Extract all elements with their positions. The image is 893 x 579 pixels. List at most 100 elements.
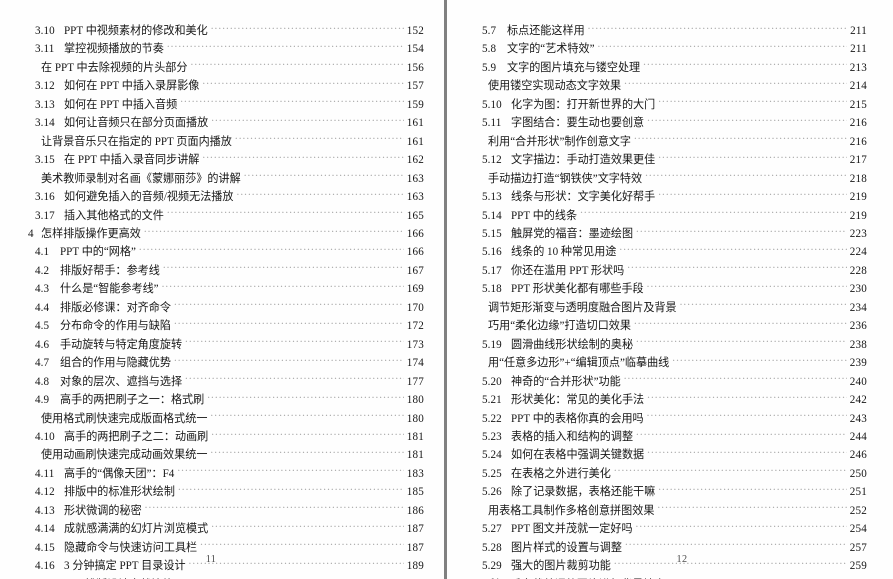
toc-leader-dots [189, 557, 404, 569]
toc-entry[interactable]: 5.29 强大的图片裁剪功能 259 [471, 557, 867, 575]
toc-leader-dots [202, 77, 404, 89]
toc-entry[interactable]: 5.18 PPT 形状美化都有哪些手段 230 [471, 280, 867, 298]
toc-entry[interactable]: 4.3 什么是“智能参考线” 169 [24, 280, 424, 298]
toc-entry-number: 4.6 [35, 338, 50, 351]
toc-entry-page-number: 223 [849, 227, 867, 240]
toc-entry[interactable]: 在 PPT 中去除视频的片头部分 156 [24, 59, 424, 77]
toc-entry[interactable]: 4 怎样排版操作更高效 166 [24, 225, 424, 243]
toc-entry-number: 5.19 [482, 338, 502, 351]
toc-entry-title: 使用动画刷快速完成动画效果统一 [41, 449, 208, 462]
toc-entry[interactable]: 使用镂空实现动态文字效果 214 [471, 77, 867, 95]
toc-entry[interactable]: 4.5 分布命令的作用与缺陷 172 [24, 317, 424, 335]
toc-entry[interactable]: 3.14 如何让音频只在部分页面播放 161 [24, 114, 424, 132]
toc-entry[interactable]: 5.22 PPT 中的表格你真的会用吗 243 [471, 410, 867, 428]
toc-entry[interactable]: 利用反向裁剪调整图片进行背景填充260 [471, 576, 867, 579]
toc-entry[interactable]: 5.8 文字的“艺术特效” 211 [471, 40, 867, 58]
toc-entry-number: 4.16 [35, 560, 55, 573]
toc-entry-title: 除了记录数据，表格还能干嘛 [511, 486, 656, 499]
toc-entry[interactable]: 4.10 高手的两把刷子之二：动画刷 181 [24, 428, 424, 446]
toc-entry[interactable]: 5.24 如何在表格中强调关键数据 246 [471, 446, 867, 464]
toc-entry[interactable]: 3.17 插入其他格式的文件 165 [24, 207, 424, 225]
toc-entry-title: 文字描边：手动打造效果更佳 [511, 154, 656, 167]
toc-entry[interactable]: 5.19 圆滑曲线形状绘制的奥秘 238 [471, 336, 867, 354]
toc-entry[interactable]: 5.16 线条的 10 种常见用途 224 [471, 243, 867, 261]
toc-entry[interactable]: 3.12 如何在 PPT 中插入录屏影像 157 [24, 77, 424, 95]
toc-leader-dots [185, 336, 404, 348]
toc-entry[interactable]: 4.11 高手的“偶像天团”：F4 183 [24, 465, 424, 483]
toc-entry[interactable]: 5.14 PPT 中的线条 219 [471, 207, 867, 225]
toc-entry-title: PPT 中视频素材的修改和美化 [64, 25, 208, 37]
toc-entry[interactable]: 5.23 表格的插入和结构的调整 244 [471, 428, 867, 446]
toc-entry[interactable]: 4.6 手动旋转与特定角度旋转 173 [24, 336, 424, 354]
toc-entry[interactable]: 使用动画刷快速完成动画效果统一 181 [24, 446, 424, 464]
toc-entry[interactable]: 3.15 在 PPT 中插入录音同步讲解 162 [24, 151, 424, 169]
toc-leader-dots [625, 539, 847, 551]
toc-entry[interactable]: 5.25 在表格之外进行美化 250 [471, 465, 867, 483]
toc-entry[interactable]: 使用格式刷快速完成版面格式统一 180 [24, 410, 424, 428]
toc-entry[interactable]: 5.20 神奇的“合并形状”功能 240 [471, 373, 867, 391]
toc-leader-dots [634, 317, 847, 329]
toc-entry[interactable]: 4.15 隐藏命令与快速访问工具栏 187 [24, 539, 424, 557]
toc-entry-page-number: 228 [849, 264, 867, 277]
toc-entry-title: 如何在 PPT 中插入录屏影像 [64, 80, 200, 93]
toc-entry[interactable]: 5.26 除了记录数据，表格还能干嘛 251 [471, 483, 867, 501]
toc-entry[interactable]: 利用“合并形状”制作创意文字 216 [471, 133, 867, 151]
toc-leader-dots [174, 299, 404, 311]
toc-leader-dots [645, 170, 847, 182]
toc-entry[interactable]: 5.10 化字为图：打开新世界的大门 215 [471, 96, 867, 114]
toc-leader-dots [210, 410, 404, 422]
toc-entry-page-number: 163 [406, 191, 424, 204]
toc-entry-number: 3.10 [35, 25, 55, 37]
toc-entry[interactable]: 5.15 触屏党的福音：墨迹绘图 223 [471, 225, 867, 243]
toc-entry[interactable]: 5.17 你还在滥用 PPT 形状吗 228 [471, 262, 867, 280]
toc-entry[interactable]: 4.4 排版必修课：对齐命令 170 [24, 299, 424, 317]
toc-entry-page-number: 214 [849, 80, 867, 93]
toc-entry-title: 什么是“智能参考线” [60, 283, 159, 296]
toc-leader-dots [237, 188, 405, 200]
toc-entry[interactable]: 5.9 文字的图片填充与镂空处理 213 [471, 59, 867, 77]
toc-leader-dots [211, 428, 404, 440]
toc-entry[interactable]: 4.2 排版好帮手：参考线 167 [24, 262, 424, 280]
toc-entry-page-number: 187 [406, 523, 424, 536]
toc-entry[interactable]: 3.11 掌控视频播放的节奏 154 [24, 40, 424, 58]
toc-entry[interactable]: 手动描边打造“钢铁侠”文字特效 218 [471, 170, 867, 188]
toc-entry[interactable]: 巧用“柔化边缘”打造切口效果 236 [471, 317, 867, 335]
toc-entry[interactable]: 5.7 标点还能这样用 211 [471, 22, 867, 40]
toc-entry[interactable]: 调节矩形渐变与透明度融合图片及背景 234 [471, 299, 867, 317]
toc-entry[interactable]: 3.13 如何在 PPT 中插入音频 159 [24, 96, 424, 114]
toc-entry[interactable]: 5.21 形状美化：常见的美化手法 242 [471, 391, 867, 409]
toc-entry[interactable]: 4.8 对象的层次、遮挡与选择 177 [24, 373, 424, 391]
toc-entry-title: 在 PPT 中插入录音同步讲解 [64, 154, 200, 167]
toc-leader-dots [211, 114, 404, 126]
toc-entry[interactable]: 5.13 线条与形状：文字美化好帮手 219 [471, 188, 867, 206]
toc-entry-number: 4.10 [35, 430, 55, 443]
toc-leader-dots [647, 410, 847, 422]
folio-right: 12 [676, 554, 688, 565]
toc-leader-dots [657, 502, 847, 514]
toc-entry[interactable]: 用“任意多边形”+“编辑顶点”临摹曲线 239 [471, 354, 867, 372]
toc-entry[interactable]: 4.9 高手的两把刷子之一：格式刷 180 [24, 391, 424, 409]
toc-entry[interactable]: 4.13 形状微调的秘密 186 [24, 502, 424, 520]
toc-entry[interactable]: PPT 目录排版设计实战演练190 [24, 576, 424, 579]
toc-entry[interactable]: 5.12 文字描边：手动打造效果更佳 217 [471, 151, 867, 169]
toc-entry-number: 5.24 [482, 449, 502, 462]
toc-entry[interactable]: 3.10 PPT 中视频素材的修改和美化 152 [24, 22, 424, 40]
toc-entry-page-number: 170 [406, 301, 424, 314]
toc-entry[interactable]: 4.1 PPT 中的“网格” 166 [24, 243, 424, 261]
toc-entry[interactable]: 4.7 组合的作用与隐藏优势 174 [24, 354, 424, 372]
toc-entry-page-number: 246 [849, 449, 867, 462]
toc-entry-page-number: 154 [406, 43, 424, 56]
toc-entry[interactable]: 4.12 排版中的标准形状绘制 185 [24, 483, 424, 501]
toc-entry[interactable]: 美术教师录制对名画《蒙娜丽莎》的讲解 163 [24, 170, 424, 188]
toc-entry-title: 组合的作用与隐藏优势 [60, 357, 171, 370]
toc-entry-title: 使用格式刷快速完成版面格式统一 [41, 412, 208, 425]
toc-entry[interactable]: 5.27 PPT 图文并茂就一定好吗 254 [471, 520, 867, 538]
toc-entry[interactable]: 5.28 图片样式的设置与调整 257 [471, 539, 867, 557]
toc-entry[interactable]: 4.14 成就感满满的幻灯片浏览模式 187 [24, 520, 424, 538]
toc-entry[interactable]: 4.16 3 分钟搞定 PPT 目录设计 189 [24, 557, 424, 575]
page-left: 3.10 PPT 中视频素材的修改和美化 152 3.11 掌控视频播放的节奏 154 在 … [0, 0, 444, 579]
toc-entry[interactable]: 让背景音乐只在指定的 PPT 页面内播放 161 [24, 133, 424, 151]
toc-entry[interactable]: 5.11 字图结合：要生动也要创意 216 [471, 114, 867, 132]
toc-entry[interactable]: 3.16 如何避免插入的音频/视频无法播放 163 [24, 188, 424, 206]
toc-entry[interactable]: 用表格工具制作多格创意拼图效果 252 [471, 502, 867, 520]
